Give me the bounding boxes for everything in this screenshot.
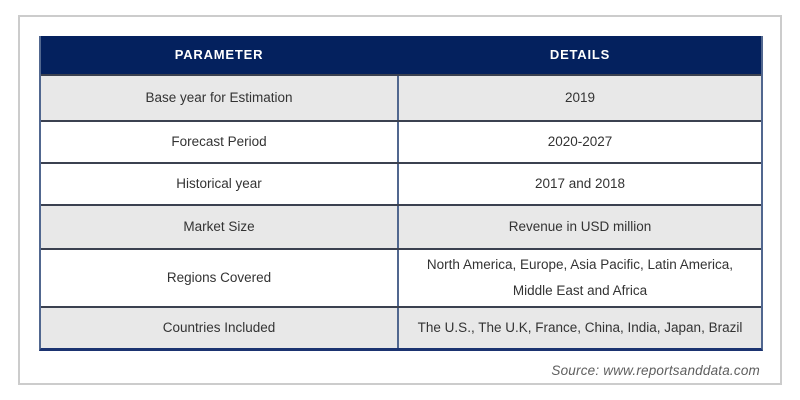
card-frame: PARAMETER DETAILS Base year for Estimati… (18, 15, 782, 385)
row-details: 2020-2027 (547, 134, 613, 150)
header-details: DETAILS (549, 46, 611, 62)
table-row: Base year for Estimation 2019 (41, 74, 761, 120)
table-row: Forecast Period 2020-2027 (41, 120, 761, 162)
row-parameter: Market Size (41, 206, 399, 248)
source-attribution: Source: www.reportsanddata.com (551, 363, 760, 378)
table-header-row: PARAMETER DETAILS (41, 36, 761, 74)
row-parameter: Historical year (41, 164, 399, 204)
parameters-table: PARAMETER DETAILS Base year for Estimati… (39, 36, 763, 351)
row-details: North America, Europe, Asia Pacific, Lat… (426, 257, 734, 298)
table-row: Countries Included The U.S., The U.K, Fr… (41, 306, 761, 348)
row-parameter: Base year for Estimation (41, 76, 399, 120)
table-row: Regions Covered North America, Europe, A… (41, 248, 761, 306)
header-parameter: PARAMETER (41, 36, 399, 74)
row-parameter: Countries Included (41, 308, 399, 348)
table-row: Historical year 2017 and 2018 (41, 162, 761, 204)
row-parameter: Regions Covered (41, 250, 399, 306)
row-parameter: Forecast Period (41, 122, 399, 162)
row-details: The U.S., The U.K, France, China, India,… (417, 320, 743, 336)
row-details: Revenue in USD million (508, 219, 652, 235)
row-details: 2019 (564, 90, 596, 106)
table-row: Market Size Revenue in USD million (41, 204, 761, 248)
row-details: 2017 and 2018 (534, 176, 626, 192)
